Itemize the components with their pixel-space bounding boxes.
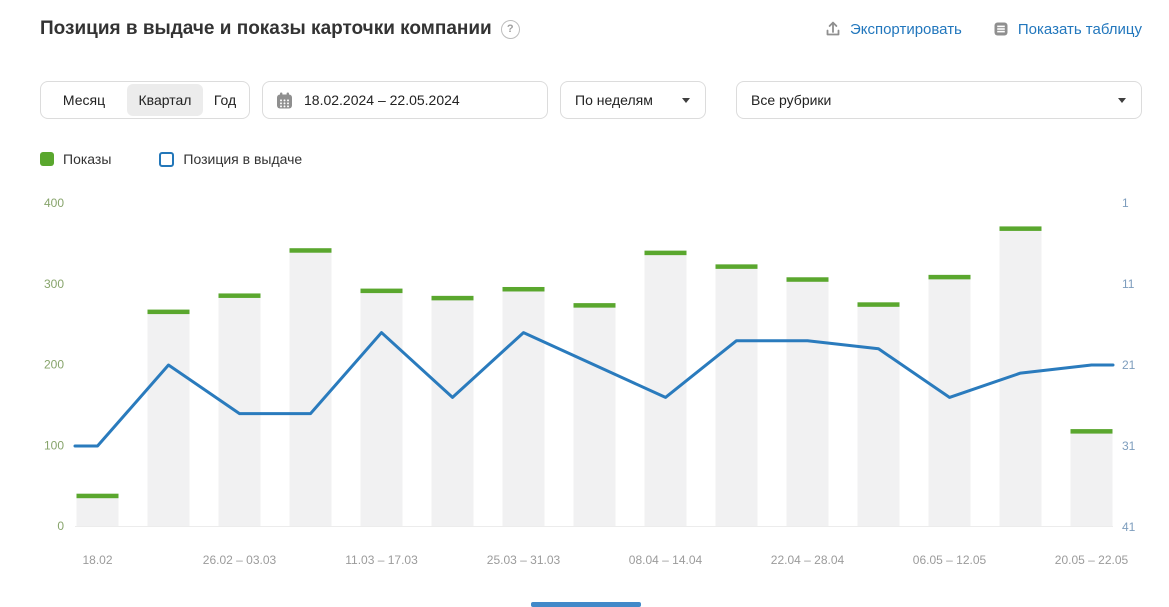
calendar-icon xyxy=(277,92,292,108)
left-axis-tick-label: 200 xyxy=(44,358,64,372)
left-axis-tick-label: 400 xyxy=(44,196,64,210)
granularity-value: По неделям xyxy=(575,92,653,108)
bar xyxy=(502,286,545,526)
period-tab-month[interactable]: Месяц xyxy=(62,92,106,108)
impressions-swatch-icon xyxy=(40,152,54,166)
bar xyxy=(360,288,403,526)
left-axis-labels: 400 300 200 100 0 xyxy=(44,196,64,533)
bars-group xyxy=(76,226,1113,527)
position-swatch-icon xyxy=(159,151,175,167)
bar xyxy=(928,274,971,526)
period-tab-year[interactable]: Год xyxy=(213,92,237,108)
x-axis-tick-label: 11.03 – 17.03 xyxy=(345,553,418,567)
bar xyxy=(147,309,190,526)
bar-top-accent xyxy=(857,302,900,307)
x-axis-tick-label: 22.04 – 28.04 xyxy=(771,553,845,567)
bar xyxy=(857,302,900,526)
left-axis-tick-label: 0 xyxy=(57,519,64,533)
widget-header: Позиция в выдаче и показы карточки компа… xyxy=(40,18,1142,40)
header-actions: Экспортировать Показать таблицу xyxy=(824,20,1142,38)
bar-top-accent xyxy=(1070,429,1113,434)
bar xyxy=(289,248,332,526)
bar-top-accent xyxy=(360,288,403,294)
chart-legend: Показы Позиция в выдаче xyxy=(40,151,302,167)
bar-top-accent xyxy=(644,250,687,256)
export-icon xyxy=(826,21,840,36)
chevron-down-icon xyxy=(1118,98,1126,103)
legend-impressions-label[interactable]: Показы xyxy=(63,151,112,167)
export-label: Экспортировать xyxy=(849,20,962,38)
x-axis-tick-label: 25.03 – 31.03 xyxy=(487,553,561,567)
left-axis-tick-label: 100 xyxy=(44,438,64,452)
bar xyxy=(999,226,1042,527)
bar xyxy=(218,293,261,526)
show-table-label: Показать таблицу xyxy=(1017,20,1142,38)
bar-top-accent xyxy=(999,226,1042,231)
bar-top-accent xyxy=(76,493,119,499)
legend-position-label[interactable]: Позиция в выдаче xyxy=(183,151,303,167)
bar-top-accent xyxy=(786,277,829,282)
bar xyxy=(431,295,474,526)
x-axis-tick-label: 18.02 xyxy=(82,553,112,567)
line-series xyxy=(73,331,1115,448)
horizontal-scrollbar-thumb[interactable] xyxy=(531,602,641,607)
bar xyxy=(1070,429,1113,526)
bar xyxy=(786,277,829,526)
right-axis-tick-label: 1 xyxy=(1122,196,1129,210)
chevron-down-icon xyxy=(682,98,690,103)
bar-top-accent xyxy=(573,303,616,308)
right-axis-tick-label: 31 xyxy=(1122,439,1136,453)
bar-top-accent xyxy=(218,293,261,298)
page-title: Позиция в выдаче и показы карточки компа… xyxy=(40,18,492,39)
granularity-select[interactable]: По неделям xyxy=(560,81,706,119)
right-axis-tick-label: 11 xyxy=(1122,277,1135,291)
date-range-input[interactable]: 18.02.2024 – 22.05.2024 xyxy=(262,81,548,119)
rubrics-select[interactable]: Все рубрики xyxy=(736,81,1142,119)
x-axis-tick-label: 08.04 – 14.04 xyxy=(629,553,703,567)
date-range-value: 18.02.2024 – 22.05.2024 xyxy=(304,92,460,108)
help-icon[interactable]: ? xyxy=(500,19,520,39)
x-axis-tick-label: 06.05 – 12.05 xyxy=(913,553,987,567)
right-axis-tick-label: 41 xyxy=(1122,520,1136,534)
left-axis-tick-label: 300 xyxy=(44,277,64,291)
x-axis-labels: 18.02 26.02 – 03.03 11.03 – 17.03 25.03 – 3… xyxy=(82,553,1128,567)
table-icon xyxy=(994,22,1008,36)
show-table-button[interactable]: Показать таблицу xyxy=(992,20,1142,38)
rubrics-value: Все рубрики xyxy=(751,92,832,108)
period-toggle-group: Месяц Квартал Год xyxy=(40,81,250,119)
bar-top-accent xyxy=(289,248,332,253)
right-axis-tick-label: 21 xyxy=(1122,358,1136,372)
position-line xyxy=(73,331,1115,448)
export-button[interactable]: Экспортировать xyxy=(824,20,962,38)
bar-top-accent xyxy=(502,286,545,292)
bar-top-accent xyxy=(431,295,474,301)
bar xyxy=(715,264,758,526)
x-axis-tick-label: 20.05 – 22.05 xyxy=(1055,553,1129,567)
x-axis-tick-label: 26.02 – 03.03 xyxy=(203,553,277,567)
bar xyxy=(644,250,687,526)
bar xyxy=(76,493,119,526)
period-tab-quarter[interactable]: Квартал xyxy=(127,84,203,116)
bar-top-accent xyxy=(147,309,190,315)
bar xyxy=(573,303,616,526)
bar-top-accent xyxy=(928,274,971,280)
bar-top-accent xyxy=(715,264,758,269)
